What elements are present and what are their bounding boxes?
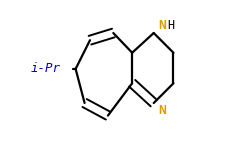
Text: N: N [158, 104, 166, 117]
Text: H: H [167, 19, 175, 32]
Text: N: N [158, 19, 166, 32]
Text: i-Pr: i-Pr [31, 62, 61, 75]
